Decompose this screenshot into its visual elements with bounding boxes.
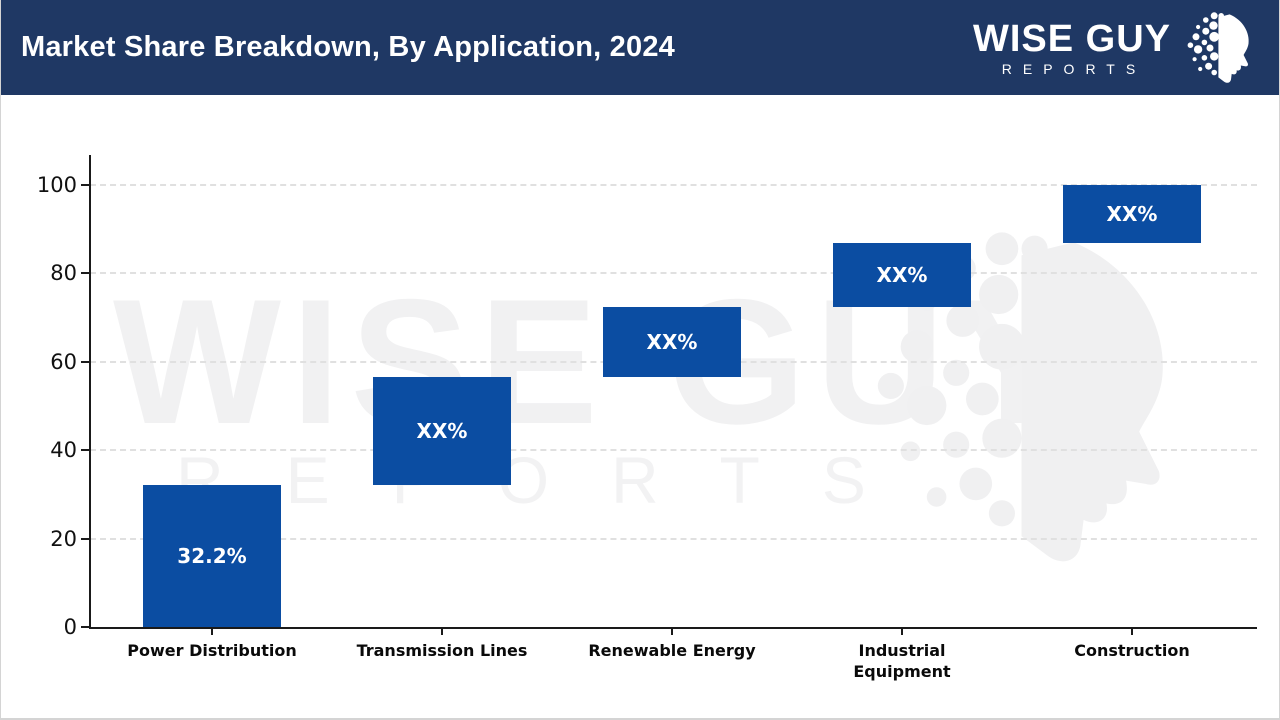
x-tick-0 [211,629,213,635]
x-axis-line [89,627,1257,629]
logo-subtitle: REPORTS [1001,60,1147,77]
gridline-80 [90,272,1257,275]
y-tick-0 [81,626,89,628]
logo-head-icon [1173,6,1261,90]
wiseguy-logo: WISE GUY REPORTS [973,6,1261,90]
x-category-label-power-distribution: Power Distribution [127,641,297,660]
x-tick-1 [441,629,443,635]
y-tick-label-40: 40 [50,438,77,463]
bar-value-label: XX% [1106,202,1158,227]
y-tick-label-100: 100 [36,173,77,197]
bar-value-label: 32.2% [177,543,247,568]
plot-area: 0 20 40 60 80 100 32.2% XX% XX% XX% XX% Power Distr… [1,95,1279,718]
bar-power-distribution: 32.2% [143,484,281,627]
gridline-40 [90,449,1257,452]
x-tick-4 [1131,629,1133,635]
bar-renewable-energy: XX% [603,307,741,378]
y-tick-80 [81,272,89,275]
y-tick-100 [81,184,89,186]
x-tick-2 [671,629,673,635]
gridline-20 [90,537,1257,540]
y-tick-40 [81,449,89,452]
x-category-label-transmission-lines: Transmission Lines [356,641,528,660]
header-bar: Market Share Breakdown, By Application, … [1,0,1279,95]
y-tick-60 [81,360,89,363]
x-category-label-renewable-energy: Renewable Energy [588,641,756,660]
bar-value-label: XX% [646,330,698,355]
x-tick-3 [901,629,903,635]
y-tick-label-60: 60 [50,349,77,374]
y-axis-line [89,155,91,629]
y-tick-label-0: 0 [63,615,77,639]
y-tick-label-20: 20 [50,526,77,551]
chart-region: WISE GUY REPORTS 0 20 40 60 80 100 32.2% XX% XX%… [1,95,1279,718]
bar-value-label: XX% [876,263,928,288]
gridline-100 [90,184,1257,186]
bar-construction: XX% [1063,185,1201,244]
bar-industrial-equipment: XX% [833,243,971,308]
logo-text: WISE GUY REPORTS [973,20,1171,76]
chart-title: Market Share Breakdown, By Application, … [21,31,675,63]
bar-value-label: XX% [416,418,468,443]
logo-wordmark: WISE GUY [972,17,1171,60]
y-tick-20 [81,537,89,540]
y-tick-label-80: 80 [50,261,77,286]
bar-transmission-lines: XX% [373,377,511,485]
x-category-label-construction: Construction [1074,641,1190,660]
x-category-label-industrial-equipment: Industrial Equipment [853,641,951,681]
